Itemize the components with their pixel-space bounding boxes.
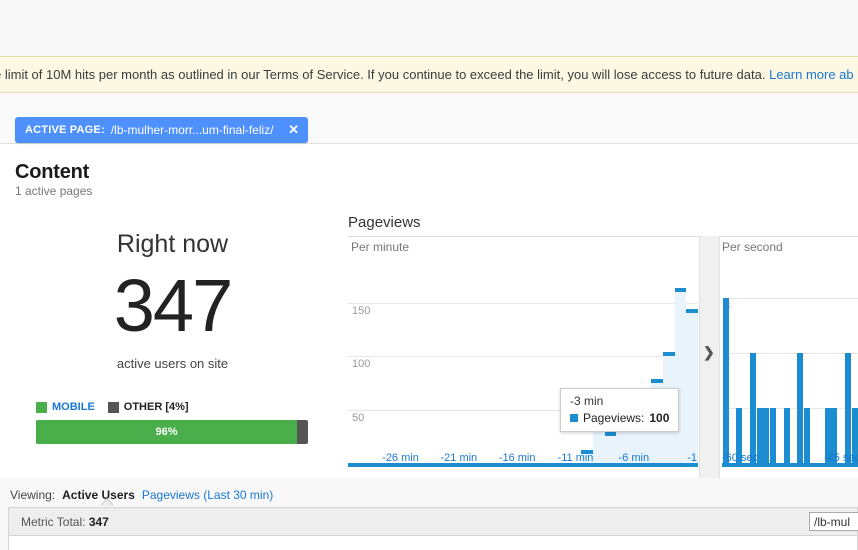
mobile-swatch-icon [36,401,47,413]
gridline [722,353,858,354]
pageviews-divider [348,236,858,237]
x-axis-tick: -60 sec [722,452,759,464]
gridline [722,298,858,299]
step-cap [651,378,663,383]
per-minute-chart[interactable]: 50 100 150 -26 min -21 min -16 min -11 min -6 m… [348,262,698,467]
metric-total-label: Metric Total: 347 [21,515,109,529]
close-icon[interactable]: ✕ [288,122,299,137]
right-now-title: Right now [116,230,229,258]
bar[interactable] [763,408,770,463]
per-minute-label: Per minute [351,240,410,254]
quota-warning-text: e limit of 10M hits per month as outline… [0,67,854,83]
bar[interactable] [749,353,756,463]
bar[interactable] [831,408,838,463]
metric-total-bar: Metric Total: 347 [8,507,858,535]
viewing-label: Viewing: [10,488,56,502]
bar[interactable] [804,408,811,463]
y-axis-tick: 50 [352,411,365,424]
legend-item-mobile[interactable]: MOBILE [52,401,95,413]
learn-more-link[interactable]: Learn more ab [769,66,854,82]
tooltip-value: 100 [649,411,670,425]
other-swatch-icon [107,401,119,413]
bar[interactable] [736,408,743,463]
tooltip-series-label: Pageviews: [583,411,645,425]
gridline [348,356,698,358]
bar[interactable] [844,353,851,463]
y-axis-tick: 100 [352,358,371,371]
x-axis-tick: -1 [687,452,698,464]
viewing-option-active-users[interactable]: Active Users [62,488,135,502]
metric-total-label-text: Metric Total: [21,514,86,529]
quota-warning-message: e limit of 10M hits per month as outline… [0,66,770,82]
tooltip-marker-icon [570,414,578,422]
device-split-bar: 96% [36,420,308,444]
step-cap [581,450,593,455]
area-segment [686,313,698,463]
step-cap [604,432,617,437]
bar[interactable] [797,353,804,463]
active-users-caption: active users on site [116,356,229,371]
top-strip [0,0,858,56]
area-segment [639,404,652,463]
device-legend: MOBILE OTHER [4%] [36,401,189,413]
legend-item-other: OTHER [4%] [123,401,189,413]
viewing-option-pageviews[interactable]: Pageviews (Last 30 min) [141,488,274,502]
step-cap [663,352,675,357]
table-filter-input[interactable] [809,512,858,531]
bar[interactable] [722,298,729,463]
step-cap [686,309,698,314]
x-axis-tick: -6 min [618,452,650,464]
chart-tooltip: -3 min Pageviews: 100 [560,388,680,432]
area-segment [674,292,687,463]
quota-warning-banner: e limit of 10M hits per month as outline… [0,56,858,93]
table-header-row [8,535,858,550]
bar[interactable] [824,408,831,463]
page-title: Content [15,161,90,183]
x-axis-tick: -21 min [440,452,478,464]
gridline [348,409,698,411]
x-axis-baseline [348,463,698,467]
x-axis-tick: -16 min [498,452,536,464]
per-second-label: Per second [722,240,783,254]
x-axis-baseline [722,463,858,467]
gridline [348,302,698,304]
active-users-count: 347 [113,264,233,347]
area-segment [616,430,628,463]
bar[interactable] [756,408,763,463]
device-split-bar-mobile: 96% [36,420,298,444]
x-axis-tick: -11 min [557,452,594,464]
area-segment [581,454,593,463]
bar[interactable] [770,408,777,463]
x-axis-tick: -26 min [382,452,419,464]
bar[interactable] [783,408,790,463]
x-axis-tick: -45 sec [824,452,858,464]
chevron-right-icon[interactable]: ❯ [703,344,715,360]
page-subtitle: 1 active pages [15,184,93,198]
chart-panel-divider [699,236,720,478]
per-second-chart[interactable]: 123-60 sec-45 sec [722,262,858,467]
y-axis-tick: 150 [352,304,371,317]
active-page-chip-value: /lb-mulher-morr...um-final-feliz/ [110,123,274,137]
active-page-chip-label: ACTIVE PAGE: [25,124,105,136]
viewing-toggle-row: Viewing: Active Users Pageviews (Last 30… [0,484,858,506]
selected-tab-caret-inner [101,500,113,506]
pageviews-module-title: Pageviews [348,214,421,231]
tooltip-title: -3 min [570,394,604,408]
area-segment [628,430,640,463]
tooltip-row: Pageviews: 100 [570,411,669,425]
bar[interactable] [851,408,858,463]
active-page-chip[interactable]: ACTIVE PAGE: /lb-mulher-morr...um-final-… [15,117,308,143]
metric-total-value: 347 [88,514,109,529]
gridline [722,408,858,409]
step-cap [674,288,687,293]
device-split-bar-mobile-label: 96% [155,426,178,438]
area-segment [604,436,617,463]
area-segment [593,430,605,463]
